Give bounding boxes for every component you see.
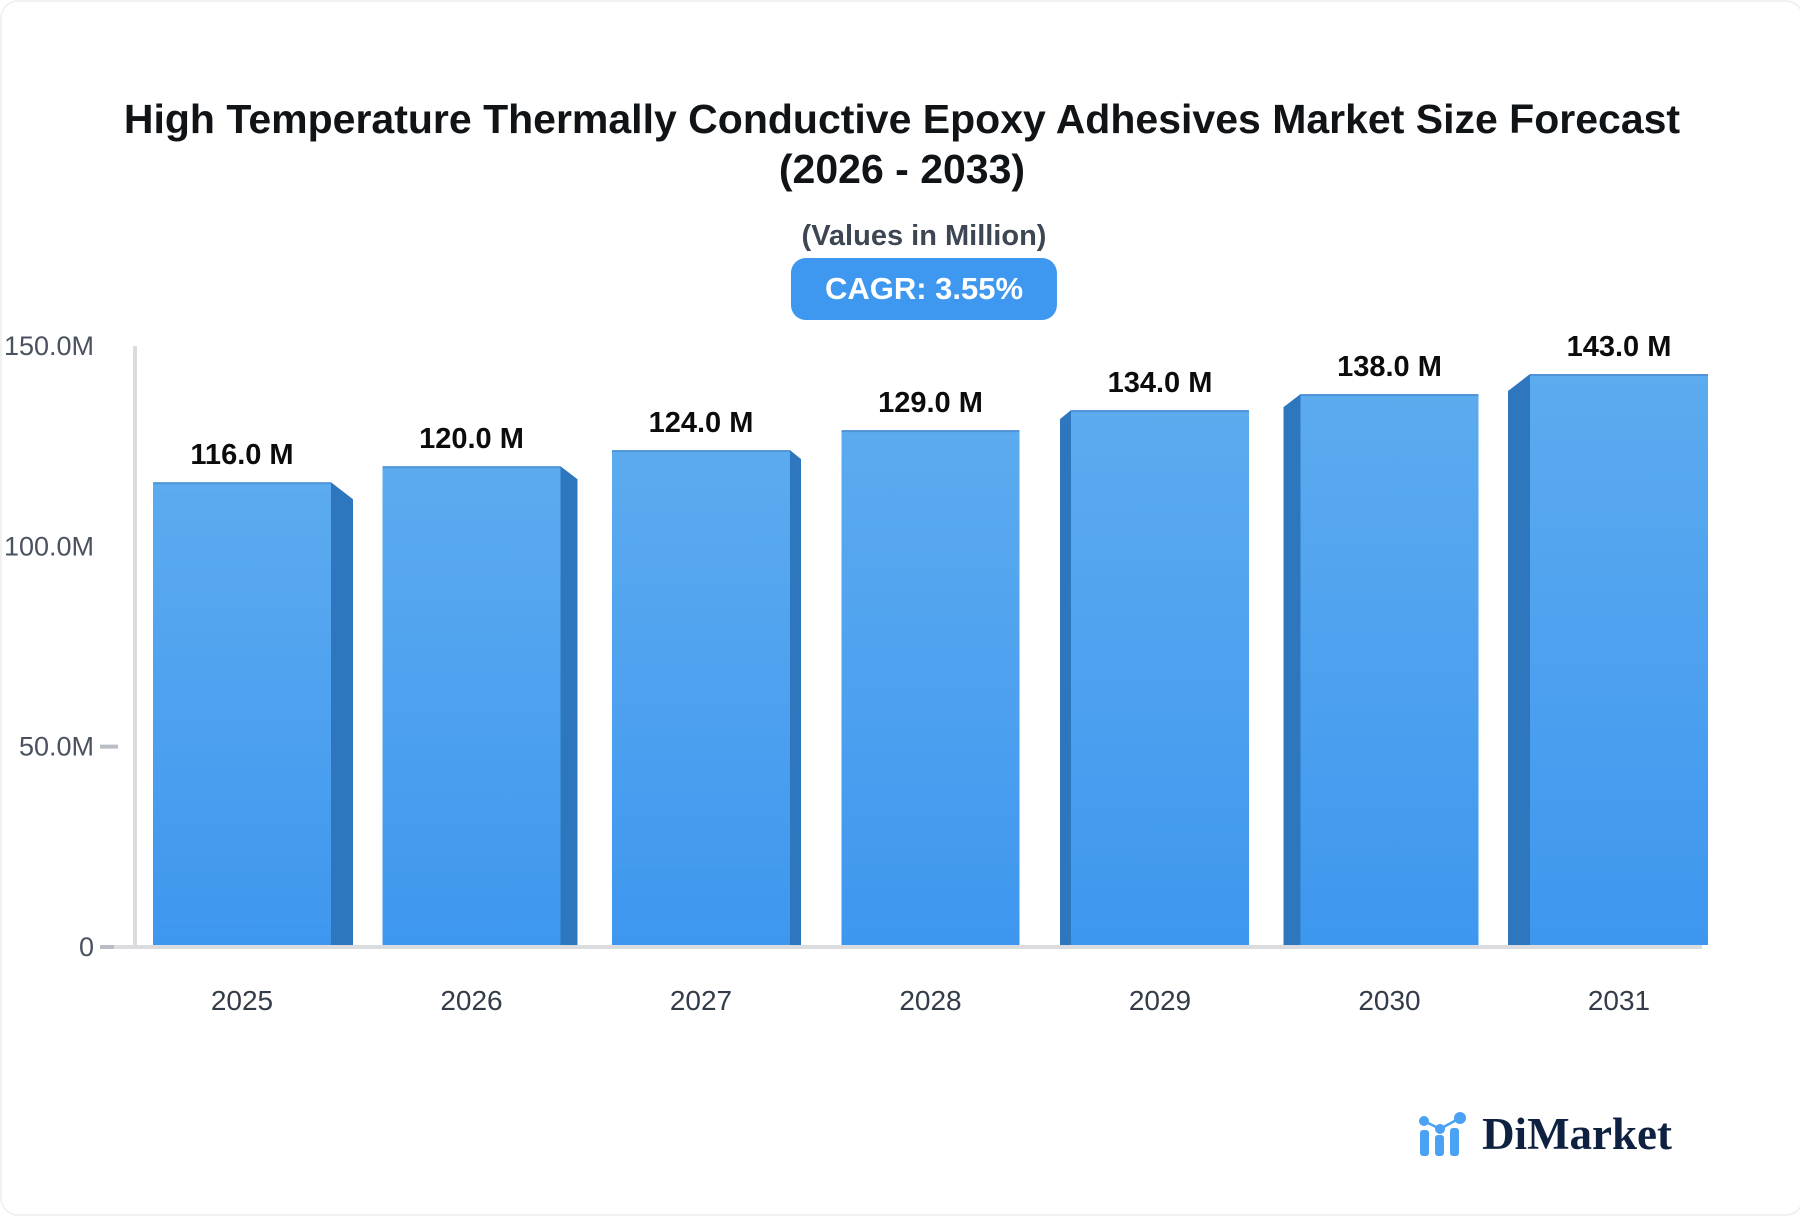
bar-side-panel (560, 466, 578, 945)
bar-side-panel (1508, 374, 1530, 946)
bar-value-label: 120.0 M (419, 423, 524, 455)
bar-value-label: 143.0 M (1567, 331, 1672, 363)
bar-value-label: 138.0 M (1337, 351, 1442, 383)
bar-side-panel (1060, 410, 1071, 945)
bar-2028 (841, 430, 1020, 945)
chart-title: High Temperature Thermally Conductive Ep… (2, 94, 1800, 194)
y-axis-tick-label: 0 (79, 932, 94, 962)
bar-side-panel (790, 450, 801, 945)
y-axis-tick-label: 150.0M (4, 331, 94, 361)
bar-2031 (1530, 374, 1708, 946)
cagr-badge: CAGR: 3.55% (790, 258, 1058, 320)
chart-title-line1: High Temperature Thermally Conductive Ep… (123, 96, 1681, 142)
bar-2025 (153, 482, 331, 945)
bar-chart-logo-icon (1419, 1112, 1467, 1156)
bar-value-label: 116.0 M (190, 439, 293, 471)
bar-value-label: 129.0 M (878, 387, 983, 419)
bar-2027 (612, 450, 790, 945)
x-axis-tick-label: 2026 (440, 985, 502, 1016)
y-axis-tick-label: 100.0M (4, 531, 94, 561)
dimarket-logo: DiMarket (1416, 1104, 1672, 1159)
bar-side-panel (1283, 394, 1301, 946)
x-axis-tick-label: 2027 (670, 985, 732, 1016)
chart-title-line2: (2026 - 2033) (778, 146, 1026, 192)
bar-2026 (382, 466, 561, 945)
bar-side-panel (331, 482, 353, 945)
x-axis-tick-label: 2029 (1129, 985, 1191, 1016)
x-axis-tick-label: 2028 (899, 985, 961, 1016)
chart-subtitle: (Values in Million) (801, 220, 1047, 252)
y-axis-tick-label: 50.0M (19, 732, 94, 762)
bar-2030 (1300, 394, 1479, 946)
x-axis-tick-label: 2025 (211, 985, 273, 1016)
bar-2029 (1071, 410, 1249, 945)
bar-value-label: 134.0 M (1108, 367, 1213, 399)
x-axis-tick-label: 2031 (1588, 985, 1650, 1016)
logo-text: DiMarket (1482, 1109, 1672, 1159)
x-axis-tick-label: 2030 (1358, 985, 1420, 1016)
bar-value-label: 124.0 M (649, 407, 754, 439)
bar-chart: 150.0M 100.0M 50.0M 0 116.0 M 120.0 M 124.0 M 1… (4, 331, 1708, 1016)
